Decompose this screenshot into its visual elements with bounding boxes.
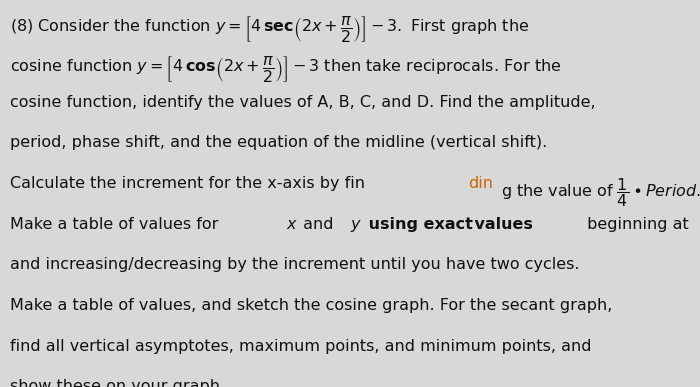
Text: and increasing/decreasing by the increment until you have two cycles.: and increasing/decreasing by the increme… bbox=[10, 257, 580, 272]
Text: y: y bbox=[351, 217, 360, 232]
Text: (8) Consider the function $y = \left[4\,\mathbf{sec}\left(2x+\dfrac{\pi}{2}\righ: (8) Consider the function $y = \left[4\,… bbox=[10, 14, 530, 44]
Text: Make a table of values for: Make a table of values for bbox=[10, 217, 224, 232]
Text: find all vertical asymptotes, maximum points, and minimum points, and: find all vertical asymptotes, maximum po… bbox=[10, 339, 592, 354]
Text: and: and bbox=[298, 217, 339, 232]
Text: beginning at: beginning at bbox=[582, 217, 694, 232]
Text: Calculate the increment for the x-axis by fin: Calculate the increment for the x-axis b… bbox=[10, 176, 365, 191]
Text: Make a table of values, and sketch the cosine graph. For the secant graph,: Make a table of values, and sketch the c… bbox=[10, 298, 613, 313]
Text: cosine function, identify the values of A, B, C, and D. Find the amplitude,: cosine function, identify the values of … bbox=[10, 95, 596, 110]
Text: show these on your graph.: show these on your graph. bbox=[10, 379, 225, 387]
Text: g the value of $\dfrac{1}{4}\bullet\mathit{Period}$.: g the value of $\dfrac{1}{4}\bullet\math… bbox=[500, 176, 700, 209]
Text: din: din bbox=[468, 176, 493, 191]
Text: using exact values: using exact values bbox=[363, 217, 533, 232]
Text: cosine function $y = \left[4\,\mathbf{cos}\left(2x+\dfrac{\pi}{2}\right)\right]-: cosine function $y = \left[4\,\mathbf{co… bbox=[10, 54, 562, 84]
Text: x: x bbox=[286, 217, 295, 232]
Text: period, phase shift, and the equation of the midline (vertical shift).: period, phase shift, and the equation of… bbox=[10, 135, 547, 151]
